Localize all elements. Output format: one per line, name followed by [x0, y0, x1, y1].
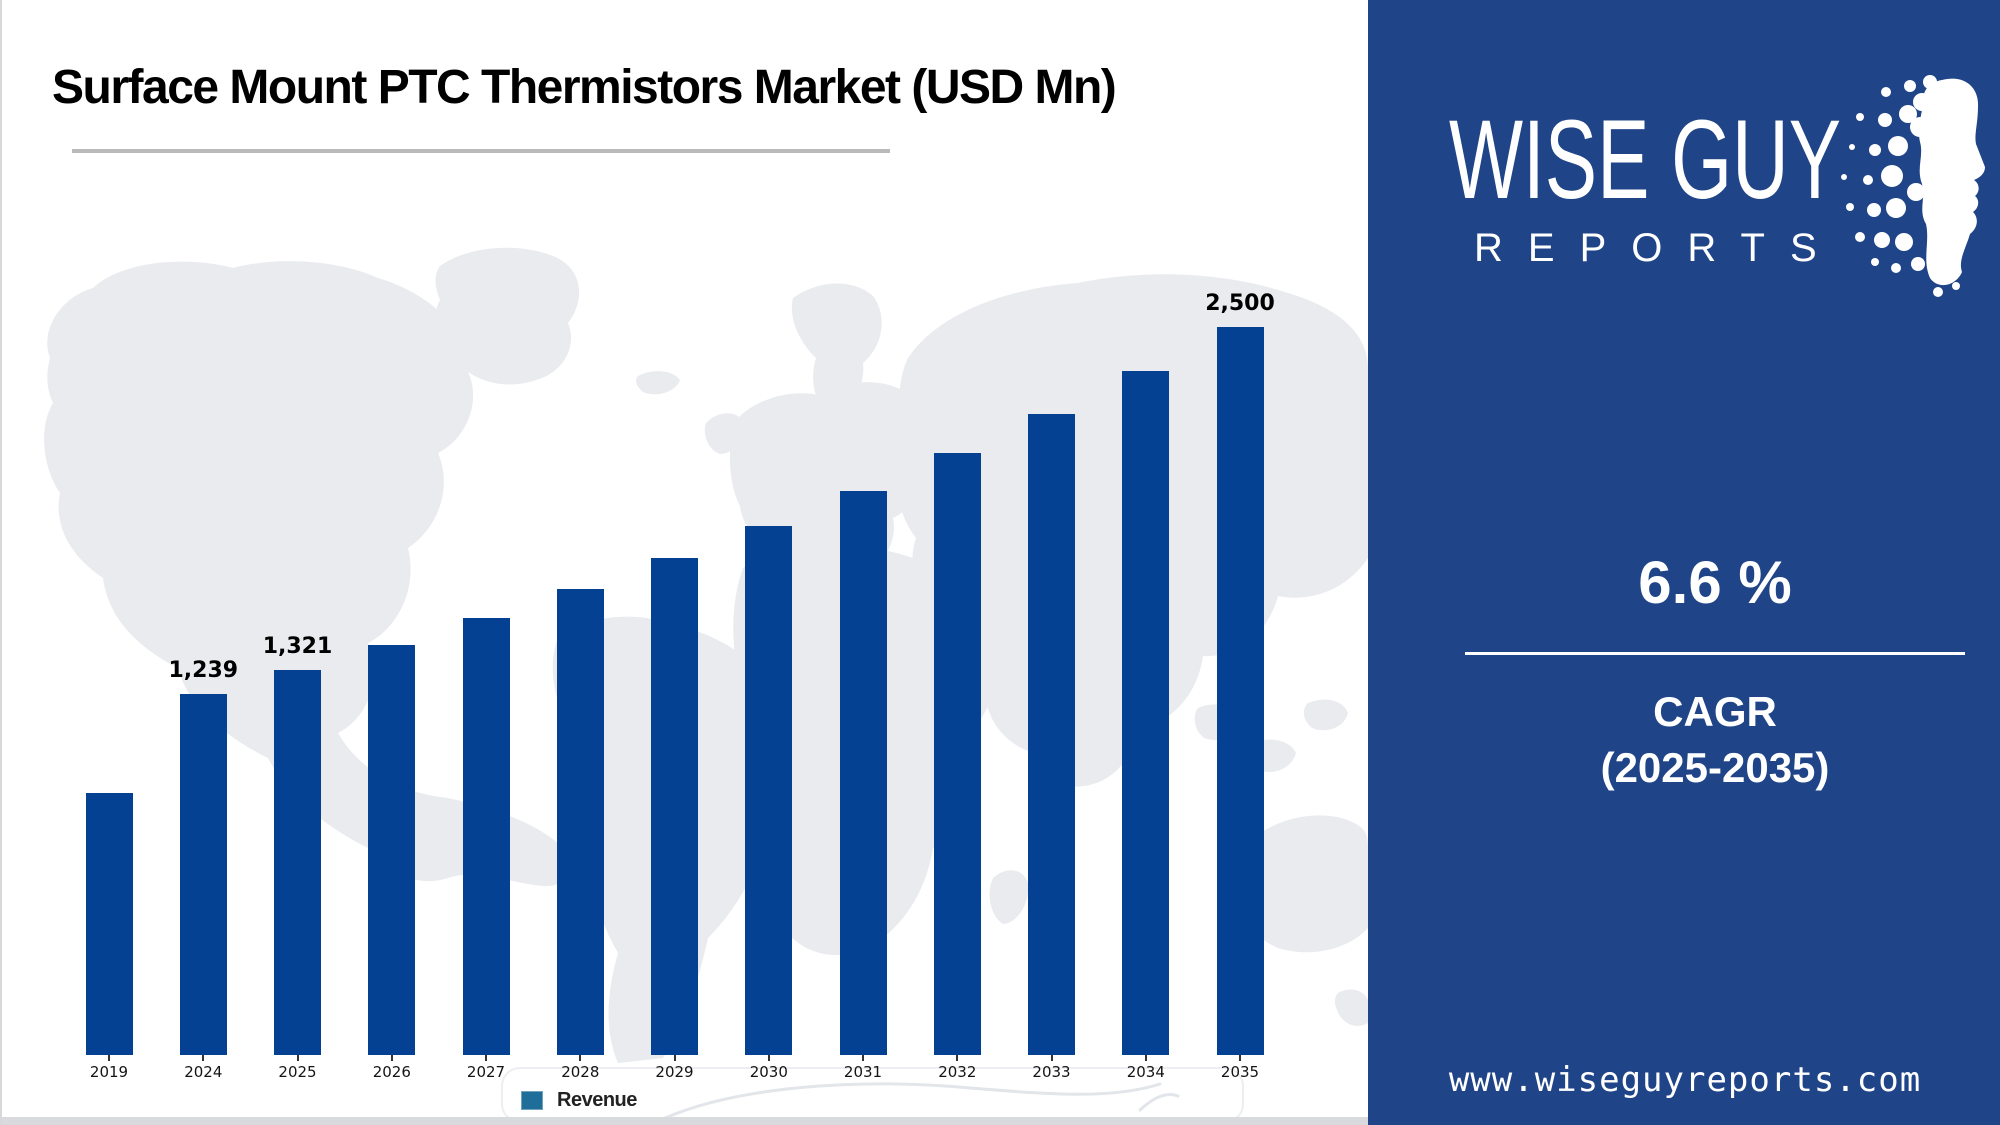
bar-value-label-2024: 1,239 — [168, 658, 239, 683]
x-axis-tick-2019 — [108, 1055, 110, 1061]
revenue-bar-2034 — [1122, 371, 1170, 1055]
x-axis-tick-2035 — [1239, 1055, 1241, 1061]
revenue-bar-2032 — [933, 453, 981, 1055]
x-axis-label-2031: 2031 — [843, 1063, 883, 1081]
title-underline — [72, 149, 890, 153]
x-axis-tick-2032 — [956, 1055, 959, 1061]
revenue-bar-2024 — [179, 694, 227, 1055]
chart-legend: Revenue — [521, 1089, 637, 1112]
x-axis-label-2029: 2029 — [655, 1063, 694, 1081]
x-axis-tick-2028 — [579, 1055, 582, 1061]
revenue-bar-2033 — [1028, 414, 1075, 1055]
revenue-bar-2035 — [1216, 327, 1264, 1055]
revenue-bar-2029 — [651, 558, 698, 1055]
watermark-squiggle — [501, 1067, 1244, 1123]
x-axis-tick-2034 — [1144, 1055, 1147, 1061]
x-axis-tick-2025 — [296, 1055, 299, 1061]
cagr-value: 6.6 % — [1638, 549, 1792, 616]
x-axis-tick-2033 — [1050, 1055, 1053, 1061]
x-axis-label-2028: 2028 — [561, 1063, 600, 1081]
revenue-bar-2025 — [274, 670, 321, 1055]
bar-value-label-2025: 1,321 — [262, 634, 333, 659]
x-axis-tick-2027 — [485, 1055, 487, 1061]
logo-wordmark-reports: REPORTS — [1474, 226, 1842, 270]
revenue-bar-2026 — [368, 645, 416, 1055]
x-axis-tick-2026 — [390, 1055, 393, 1061]
x-axis-label-2030: 2030 — [749, 1063, 788, 1081]
x-axis-label-2035: 2035 — [1220, 1063, 1260, 1081]
bar-chart-region: Surface Mount PTC Thermistors Market (US… — [2, 0, 1368, 1125]
legend-revenue-swatch-icon — [521, 1091, 543, 1110]
revenue-bar-2028 — [556, 589, 604, 1055]
x-axis-label-2025: 2025 — [278, 1063, 317, 1081]
x-axis-label-2019: 2019 — [89, 1063, 129, 1081]
cagr-divider — [1465, 652, 1965, 655]
world-map-watermark-icon — [44, 247, 1368, 1063]
x-axis-tick-2031 — [862, 1055, 864, 1061]
x-axis-label-2026: 2026 — [372, 1063, 411, 1081]
dotted-head-profile-icon — [1841, 75, 1985, 297]
x-axis-label-2033: 2033 — [1032, 1063, 1071, 1081]
revenue-bar-2031 — [839, 491, 887, 1055]
website-url[interactable]: www.wiseguyreports.com — [1448, 1060, 1922, 1100]
page-title: Surface Mount PTC Thermistors Market (US… — [52, 61, 1117, 114]
x-axis-tick-2024 — [202, 1055, 205, 1061]
x-axis-tick-2029 — [673, 1055, 676, 1061]
legend-revenue-label: Revenue — [557, 1089, 637, 1111]
logo-wordmark-wise-guy: WISE GUY — [1449, 97, 1842, 222]
x-axis-tick-2030 — [767, 1055, 770, 1061]
x-axis-label-2032: 2032 — [938, 1063, 977, 1081]
x-axis-label-2034: 2034 — [1126, 1063, 1165, 1081]
revenue-bar-2030 — [745, 526, 793, 1055]
bottom-scrollbar-strip[interactable] — [2, 1117, 1368, 1125]
x-axis-label-2027: 2027 — [466, 1063, 506, 1081]
revenue-bar-2027 — [462, 618, 510, 1055]
bar-value-label-2035: 2,500 — [1205, 291, 1275, 316]
side-panel: WISE GUY REPORTS 6.6 % CAGR (2025-2035) … — [1368, 0, 2000, 1125]
revenue-bar-2019 — [85, 793, 133, 1055]
x-axis-label-2024: 2024 — [184, 1063, 223, 1081]
cagr-label: CAGR — [1653, 688, 1777, 735]
cagr-range: (2025-2035) — [1600, 744, 1830, 791]
